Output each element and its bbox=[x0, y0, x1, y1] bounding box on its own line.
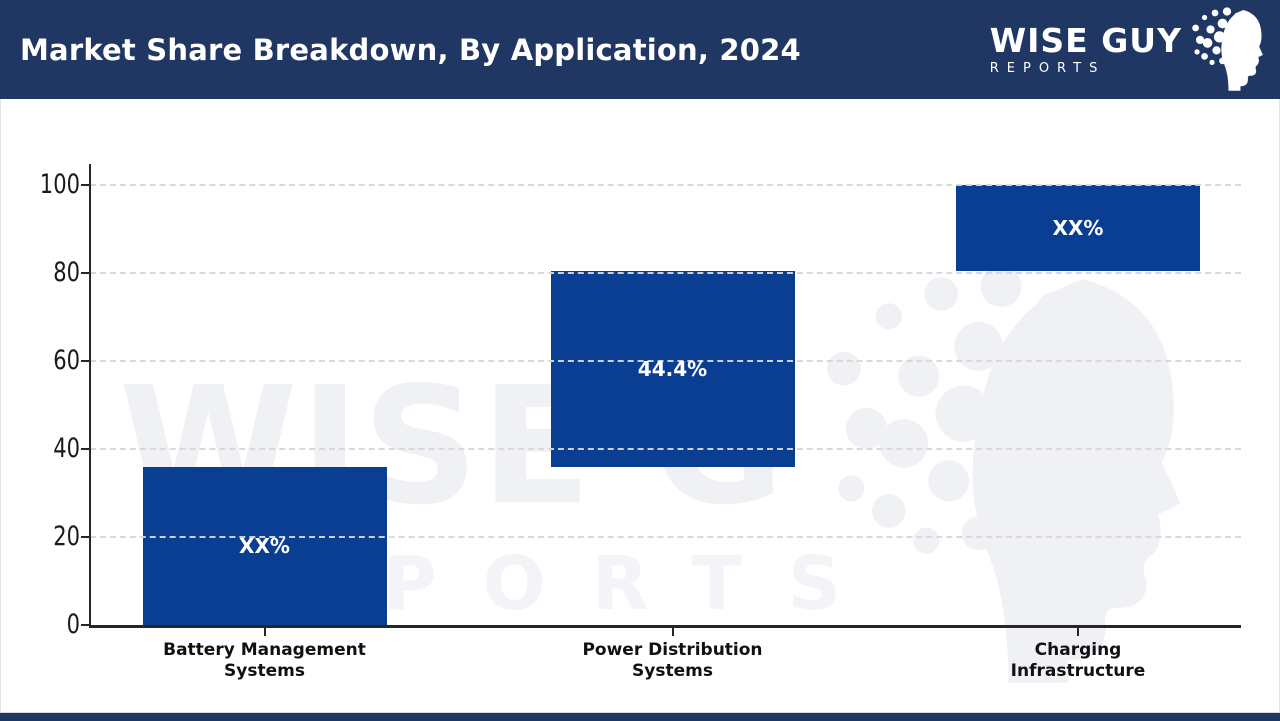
bar-value-label: 44.4% bbox=[637, 356, 708, 381]
gridline-20 bbox=[90, 536, 1241, 538]
y-tick-mark bbox=[81, 448, 89, 450]
y-tick-mark bbox=[81, 272, 89, 274]
x-tick-mark bbox=[1077, 627, 1079, 636]
brand-subtitle: REPORTS bbox=[989, 60, 1106, 76]
x-tick-mark bbox=[263, 627, 266, 636]
gridline-80 bbox=[90, 272, 1241, 274]
bar-value-label: XX% bbox=[1052, 216, 1104, 241]
bar-value-label: XX% bbox=[239, 533, 290, 558]
watermark-face-icon bbox=[827, 265, 1181, 683]
bar-segment bbox=[142, 466, 387, 625]
header-bar: Market Share Breakdown, By Application, … bbox=[0, 0, 1280, 99]
x-axis-line bbox=[89, 625, 1241, 628]
brand-logo-text: WISE GUY REPORTS bbox=[989, 20, 1182, 76]
y-axis-line bbox=[89, 164, 91, 628]
footer-bar bbox=[0, 712, 1280, 721]
x-tick-mark bbox=[671, 627, 674, 636]
y-tick-mark bbox=[81, 184, 89, 186]
gridline-100 bbox=[90, 184, 1241, 186]
gridline-40 bbox=[90, 448, 1241, 450]
brand-face-icon bbox=[1192, 6, 1263, 91]
y-tick-mark bbox=[81, 536, 89, 538]
chart-card: WISE G REPORTS 0 20 40 60 80 100 XX% 44.4% XX% Ba… bbox=[0, 99, 1280, 712]
y-tick-label: 60 bbox=[53, 345, 80, 376]
y-tick-mark bbox=[81, 360, 89, 362]
y-tick-mark bbox=[81, 624, 89, 626]
bar-segment bbox=[550, 271, 795, 467]
y-tick-label: 100 bbox=[39, 169, 80, 200]
x-category-label: Battery Management Systems bbox=[163, 640, 366, 681]
page-title: Market Share Breakdown, By Application, … bbox=[20, 32, 801, 67]
brand-logo: WISE GUY REPORTS bbox=[989, 6, 1280, 93]
y-tick-label: 80 bbox=[53, 257, 80, 288]
y-tick-label: 40 bbox=[53, 433, 80, 464]
x-category-label: Charging Infrastructure bbox=[1010, 640, 1146, 681]
y-tick-label: 0 bbox=[66, 609, 80, 640]
x-category-label: Power Distribution Systems bbox=[582, 640, 763, 681]
gridline-60 bbox=[90, 360, 1241, 362]
y-tick-label: 20 bbox=[53, 521, 80, 552]
brand-name: WISE GUY bbox=[989, 20, 1182, 60]
bar-segment bbox=[956, 185, 1200, 272]
